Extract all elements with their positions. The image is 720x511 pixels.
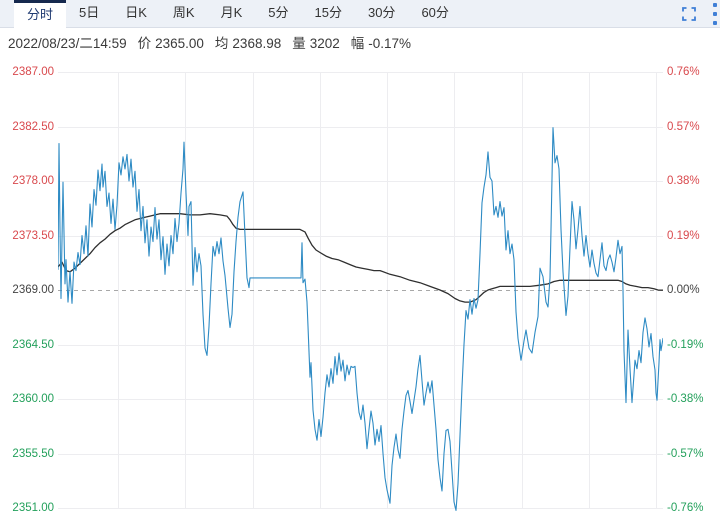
price-tick-1: 2382.50 bbox=[12, 120, 54, 133]
price-tick-5: 2364.50 bbox=[12, 338, 54, 351]
tab-7[interactable]: 30分 bbox=[367, 5, 396, 20]
quote-fields: 价 2365.00 均 2368.98 量 3202 幅 -0.17% bbox=[138, 32, 422, 52]
quote-field-1: 均 2368.98 bbox=[215, 32, 281, 52]
percent-tick-7: -0.57% bbox=[667, 447, 704, 460]
tab-3[interactable]: 周K bbox=[172, 5, 195, 20]
quote-field-value: 2365.00 bbox=[155, 35, 204, 51]
quote-field-label: 均 bbox=[214, 35, 229, 51]
quote-datetime: 2022/08/23/二14:59 bbox=[8, 35, 127, 51]
quote-infobar: 2022/08/23/二14:59 价 2365.00 均 2368.98 量 3202 幅… bbox=[0, 28, 720, 55]
percent-tick-4: 0.00% bbox=[667, 284, 700, 296]
percent-tick-6: -0.38% bbox=[667, 393, 704, 405]
average-line bbox=[57, 213, 664, 303]
percent-tick-5: -0.19% bbox=[667, 338, 704, 351]
tab-4[interactable]: 月K bbox=[220, 5, 243, 20]
quote-field-3: 幅 -0.17% bbox=[351, 32, 411, 52]
price-tick-6: 2360.00 bbox=[12, 393, 54, 405]
intraday-chart-area: 2387.00 2382.50 2378.00 2373.50 2369.00 2364.… bbox=[0, 55, 720, 511]
price-tick-8: 2351.00 bbox=[12, 502, 54, 511]
tab-8[interactable]: 60分 bbox=[421, 5, 449, 20]
tab-5[interactable]: 5分 bbox=[268, 5, 289, 20]
quote-field-label: 价 bbox=[137, 35, 152, 51]
period-tabbar: 分时 5日 日K 周K 月K 5分 15分 30分 60分 bbox=[0, 0, 720, 28]
percent-tick-0: 0.76% bbox=[667, 66, 700, 78]
percent-tick-2: 0.38% bbox=[667, 175, 700, 187]
period-tabs: 分时 5日 日K 周K 月K 5分 15分 30分 60分 bbox=[0, 0, 720, 28]
price-tick-3: 2373.50 bbox=[12, 229, 54, 242]
quote-field-label: 幅 bbox=[350, 35, 365, 51]
chart-canvas bbox=[57, 72, 664, 511]
percent-tick-3: 0.19% bbox=[667, 229, 700, 242]
quote-field-value: 3202 bbox=[309, 35, 340, 51]
tab-6[interactable]: 15分 bbox=[314, 5, 342, 20]
price-line bbox=[57, 127, 664, 511]
tab-0-selected[interactable]: 分时 bbox=[14, 0, 67, 28]
quote-field-label: 量 bbox=[292, 35, 306, 51]
quote-field-value: -0.17% bbox=[368, 35, 412, 51]
more-menu-icon[interactable] bbox=[712, 3, 718, 25]
percent-tick-8: -0.76% bbox=[667, 502, 704, 511]
price-tick-2: 2378.00 bbox=[12, 175, 54, 187]
price-tick-0: 2387.00 bbox=[12, 66, 54, 78]
quote-field-2: 量 3202 bbox=[292, 32, 340, 52]
price-tick-4: 2369.00 bbox=[12, 284, 54, 296]
tab-1[interactable]: 5日 bbox=[79, 5, 100, 20]
quote-field-value: 2368.98 bbox=[232, 35, 282, 51]
quote-field-0: 价 2365.00 bbox=[138, 32, 204, 52]
fullscreen-icon[interactable] bbox=[682, 7, 696, 21]
price-tick-7: 2355.50 bbox=[12, 447, 54, 460]
tab-2[interactable]: 日K bbox=[125, 5, 147, 20]
chart-plot[interactable] bbox=[57, 55, 664, 511]
percent-tick-1: 0.57% bbox=[667, 120, 700, 133]
